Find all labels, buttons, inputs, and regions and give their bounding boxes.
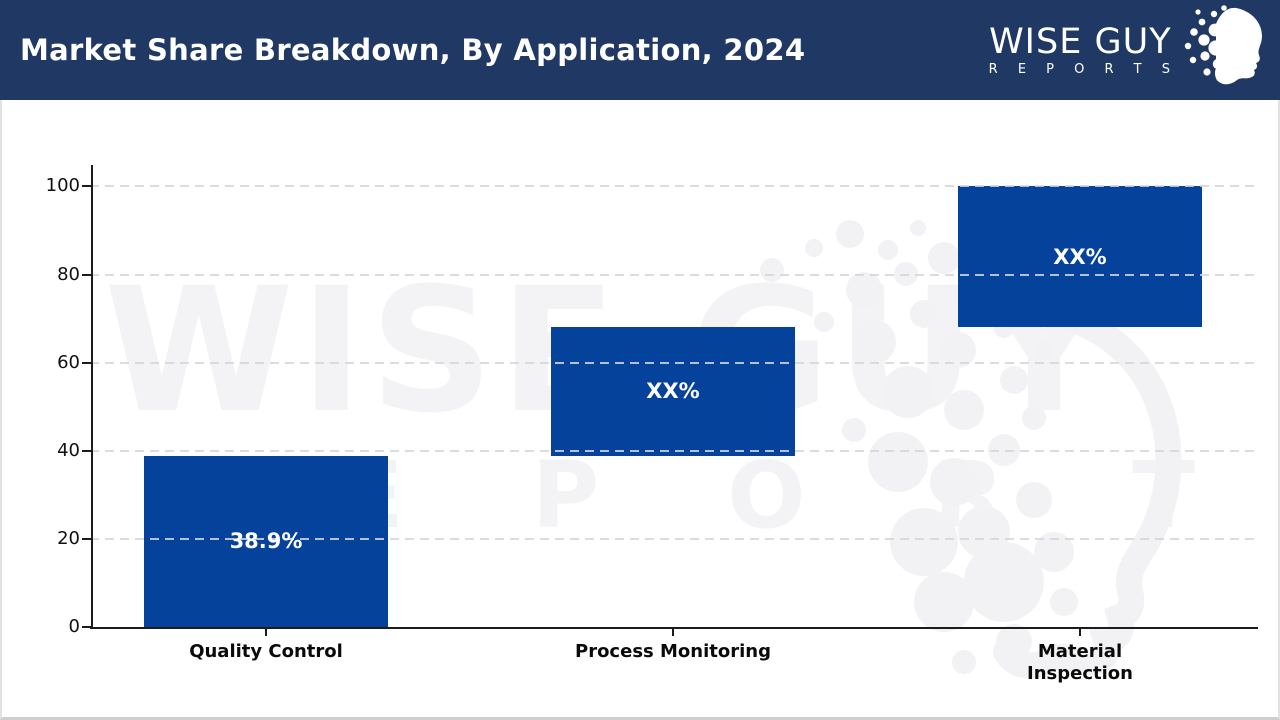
gridline — [90, 537, 1258, 540]
category-label: Material Inspection — [1027, 641, 1133, 684]
logo-text: WISE GUY R E P O R T S — [983, 21, 1178, 77]
y-tick-label: 20 — [57, 527, 80, 549]
gridline — [90, 449, 1258, 452]
x-tick — [1079, 629, 1081, 636]
gridline — [90, 361, 1258, 364]
watermark-face-icon — [760, 220, 1182, 679]
logo-wordmark: WISE GUY — [989, 21, 1172, 62]
y-tick-label: 100 — [45, 175, 80, 197]
y-tick — [82, 449, 91, 452]
category-label: Quality Control — [189, 641, 343, 662]
header-bar: Market Share Breakdown, By Application, … — [0, 0, 1280, 100]
y-tick — [82, 273, 91, 276]
wise-guy-logo: WISE GUY R E P O R T S — [983, 2, 1272, 98]
x-tick — [265, 629, 267, 636]
bar-segment — [958, 186, 1202, 328]
y-tick-label: 60 — [57, 351, 80, 373]
gridline — [90, 273, 1258, 276]
y-tick-label: 40 — [57, 439, 80, 461]
logo-subtitle: R E P O R T S — [988, 61, 1178, 77]
y-tick-label: 80 — [57, 263, 80, 285]
y-tick — [82, 361, 91, 364]
category-label: Process Monitoring — [575, 641, 771, 662]
logo-face-icon — [1184, 5, 1262, 85]
x-axis-line — [90, 627, 1258, 629]
chart-area: WISE GUY R E P O R T S 38.9%XX%XX%020406… — [0, 100, 1280, 720]
y-tick-label: 0 — [68, 616, 80, 637]
y-tick — [82, 537, 91, 540]
y-tick — [82, 185, 91, 188]
y-axis-line — [91, 165, 93, 629]
x-tick — [672, 629, 674, 636]
y-tick — [82, 626, 91, 628]
bar-segment — [551, 327, 795, 456]
bar-segment — [144, 455, 388, 627]
gridline — [90, 185, 1258, 188]
page-title: Market Share Breakdown, By Application, … — [20, 33, 806, 67]
